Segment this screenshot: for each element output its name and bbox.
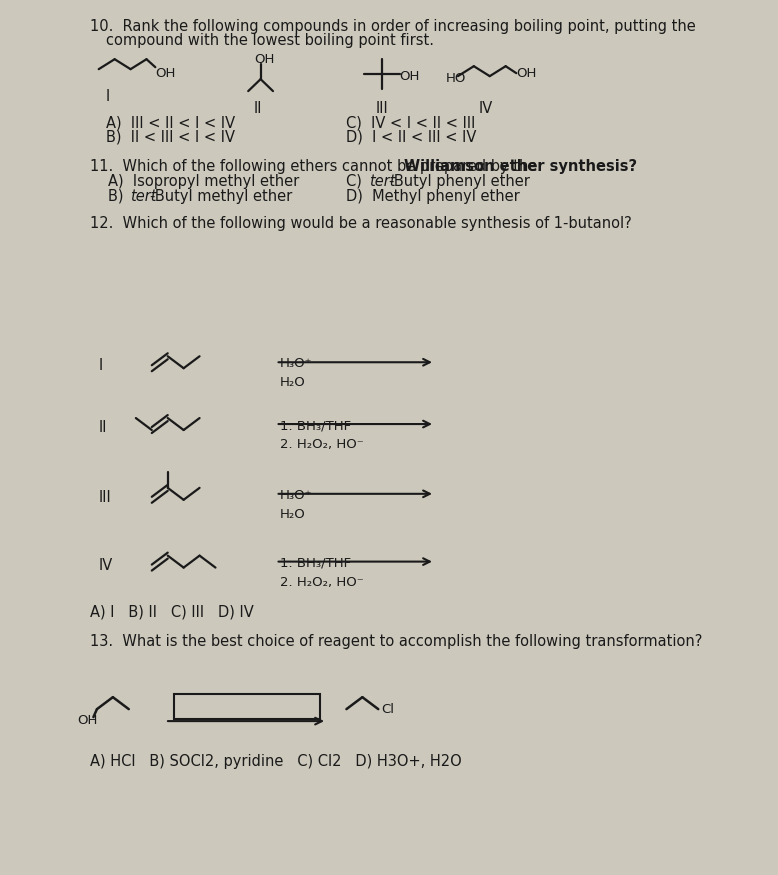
Text: 1. BH₃/THF: 1. BH₃/THF: [280, 556, 351, 570]
Text: 10.  Rank the following compounds in order of increasing boiling point, putting : 10. Rank the following compounds in orde…: [89, 19, 696, 34]
Text: tert: tert: [370, 174, 396, 189]
Text: H₂O: H₂O: [280, 376, 306, 389]
Text: I: I: [99, 358, 103, 374]
Text: B)  II < III < I < IV: B) II < III < I < IV: [106, 130, 235, 145]
Text: A) I   B) II   C) III   D) IV: A) I B) II C) III D) IV: [89, 605, 254, 620]
Text: B): B): [107, 189, 132, 204]
Text: C)  IV < I < II < III: C) IV < I < II < III: [346, 115, 476, 130]
Text: OH: OH: [254, 53, 275, 66]
Text: -Butyl phenyl ether: -Butyl phenyl ether: [389, 174, 530, 189]
Text: H₃O⁺: H₃O⁺: [280, 357, 313, 370]
Text: IV: IV: [99, 557, 113, 572]
Text: H₃O⁺: H₃O⁺: [280, 489, 313, 502]
Text: OH: OH: [156, 67, 176, 80]
Text: D)  I < II < III < IV: D) I < II < III < IV: [346, 130, 477, 145]
Text: H₂O: H₂O: [280, 507, 306, 521]
Text: A)  III < II < I < IV: A) III < II < I < IV: [106, 115, 235, 130]
Text: D)  Methyl phenyl ether: D) Methyl phenyl ether: [346, 189, 520, 204]
Text: 2. H₂O₂, HO⁻: 2. H₂O₂, HO⁻: [280, 576, 364, 589]
Text: HO: HO: [446, 72, 466, 85]
Text: III: III: [376, 102, 388, 116]
Text: II: II: [254, 102, 262, 116]
Text: -Butyl methyl ether: -Butyl methyl ether: [150, 189, 293, 204]
Text: A)  Isopropyl methyl ether: A) Isopropyl methyl ether: [107, 174, 299, 189]
Text: Cl: Cl: [381, 703, 394, 716]
Text: OH: OH: [517, 66, 537, 80]
Text: A) HCl   B) SOCl2, pyridine   C) Cl2   D) H3O+, H2O: A) HCl B) SOCl2, pyridine C) Cl2 D) H3O+…: [89, 754, 461, 769]
Text: 13.  What is the best choice of reagent to accomplish the following transformati: 13. What is the best choice of reagent t…: [89, 634, 703, 649]
Text: tert: tert: [131, 189, 157, 204]
Text: compound with the lowest boiling point first.: compound with the lowest boiling point f…: [106, 33, 434, 48]
Text: OH: OH: [78, 714, 98, 727]
Text: OH: OH: [400, 70, 420, 82]
Text: 12.  Which of the following would be a reasonable synthesis of 1-butanol?: 12. Which of the following would be a re…: [89, 216, 632, 231]
Text: Williamson ether synthesis?: Williamson ether synthesis?: [404, 159, 637, 174]
Text: IV: IV: [479, 102, 493, 116]
Text: 1. BH₃/THF: 1. BH₃/THF: [280, 419, 351, 432]
Text: 2. H₂O₂, HO⁻: 2. H₂O₂, HO⁻: [280, 438, 364, 451]
Text: 11.  Which of the following ethers cannot be prepared by the: 11. Which of the following ethers cannot…: [89, 159, 541, 174]
Text: C): C): [346, 174, 372, 189]
Text: III: III: [99, 490, 111, 505]
Text: II: II: [99, 420, 107, 435]
Text: I: I: [106, 89, 110, 104]
